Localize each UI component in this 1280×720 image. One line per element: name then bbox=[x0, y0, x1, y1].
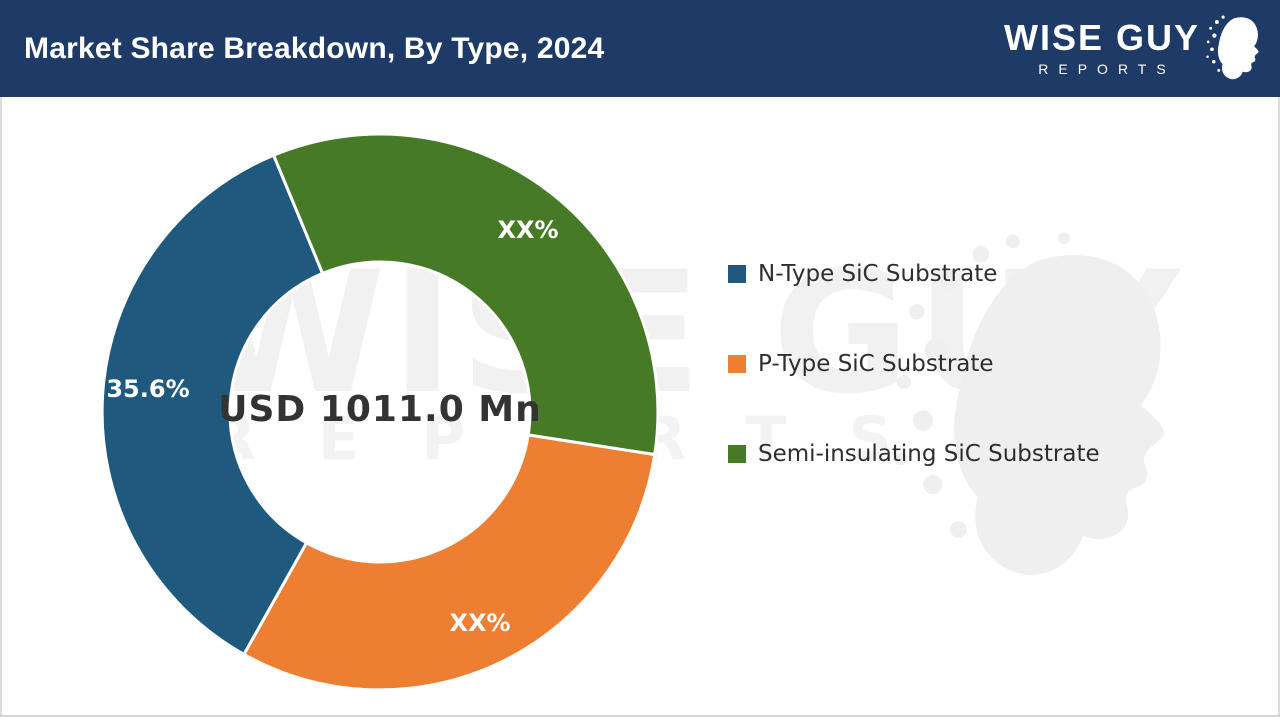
segment-pct-semi-insulating: XX% bbox=[497, 216, 558, 244]
brand-name: WISE GUY bbox=[1003, 17, 1200, 58]
segment-pct-p-type: XX% bbox=[449, 609, 510, 637]
page-title: Market Share Breakdown, By Type, 2024 bbox=[24, 31, 605, 65]
legend: N-Type SiC Substrate P-Type SiC Substrat… bbox=[728, 256, 1100, 472]
legend-label-n-type: N-Type SiC Substrate bbox=[758, 261, 998, 287]
legend-item-n-type: N-Type SiC Substrate bbox=[728, 256, 1100, 292]
page-border-right bbox=[1278, 97, 1280, 717]
page-border-left bbox=[0, 97, 2, 717]
donut-center-value: USD 1011.0 Mn bbox=[218, 389, 541, 430]
legend-swatch-p-type bbox=[728, 355, 746, 373]
segment-pct-n-type: 35.6% bbox=[106, 375, 189, 403]
legend-label-semi-insulating: Semi-insulating SiC Substrate bbox=[758, 441, 1100, 467]
legend-swatch-semi-insulating bbox=[728, 445, 746, 463]
donut-chart: 35.6% XX% XX% USD 1011.0 Mn bbox=[100, 132, 660, 692]
legend-item-semi-insulating: Semi-insulating SiC Substrate bbox=[728, 436, 1100, 472]
brand-logo-text: WISE GUY REPORTS bbox=[1003, 17, 1200, 78]
donut-segment-n-type bbox=[100, 153, 325, 656]
legend-item-p-type: P-Type SiC Substrate bbox=[728, 346, 1100, 382]
chart-area: WISE GUY REPORTS 35.6% bbox=[0, 97, 1280, 720]
donut-segment-semi-insulating bbox=[272, 132, 660, 456]
legend-label-p-type: P-Type SiC Substrate bbox=[758, 351, 994, 377]
brand-face-icon bbox=[1206, 14, 1259, 79]
brand-subtitle: REPORTS bbox=[1038, 61, 1176, 77]
donut-segment-p-type bbox=[242, 433, 657, 692]
brand-logo: WISE GUY REPORTS bbox=[1004, 12, 1264, 86]
legend-swatch-n-type bbox=[728, 265, 746, 283]
page-border-bottom bbox=[0, 715, 1280, 717]
watermark-face-graphic bbox=[894, 232, 1164, 575]
header-bar: Market Share Breakdown, By Type, 2024 WI… bbox=[0, 0, 1280, 97]
